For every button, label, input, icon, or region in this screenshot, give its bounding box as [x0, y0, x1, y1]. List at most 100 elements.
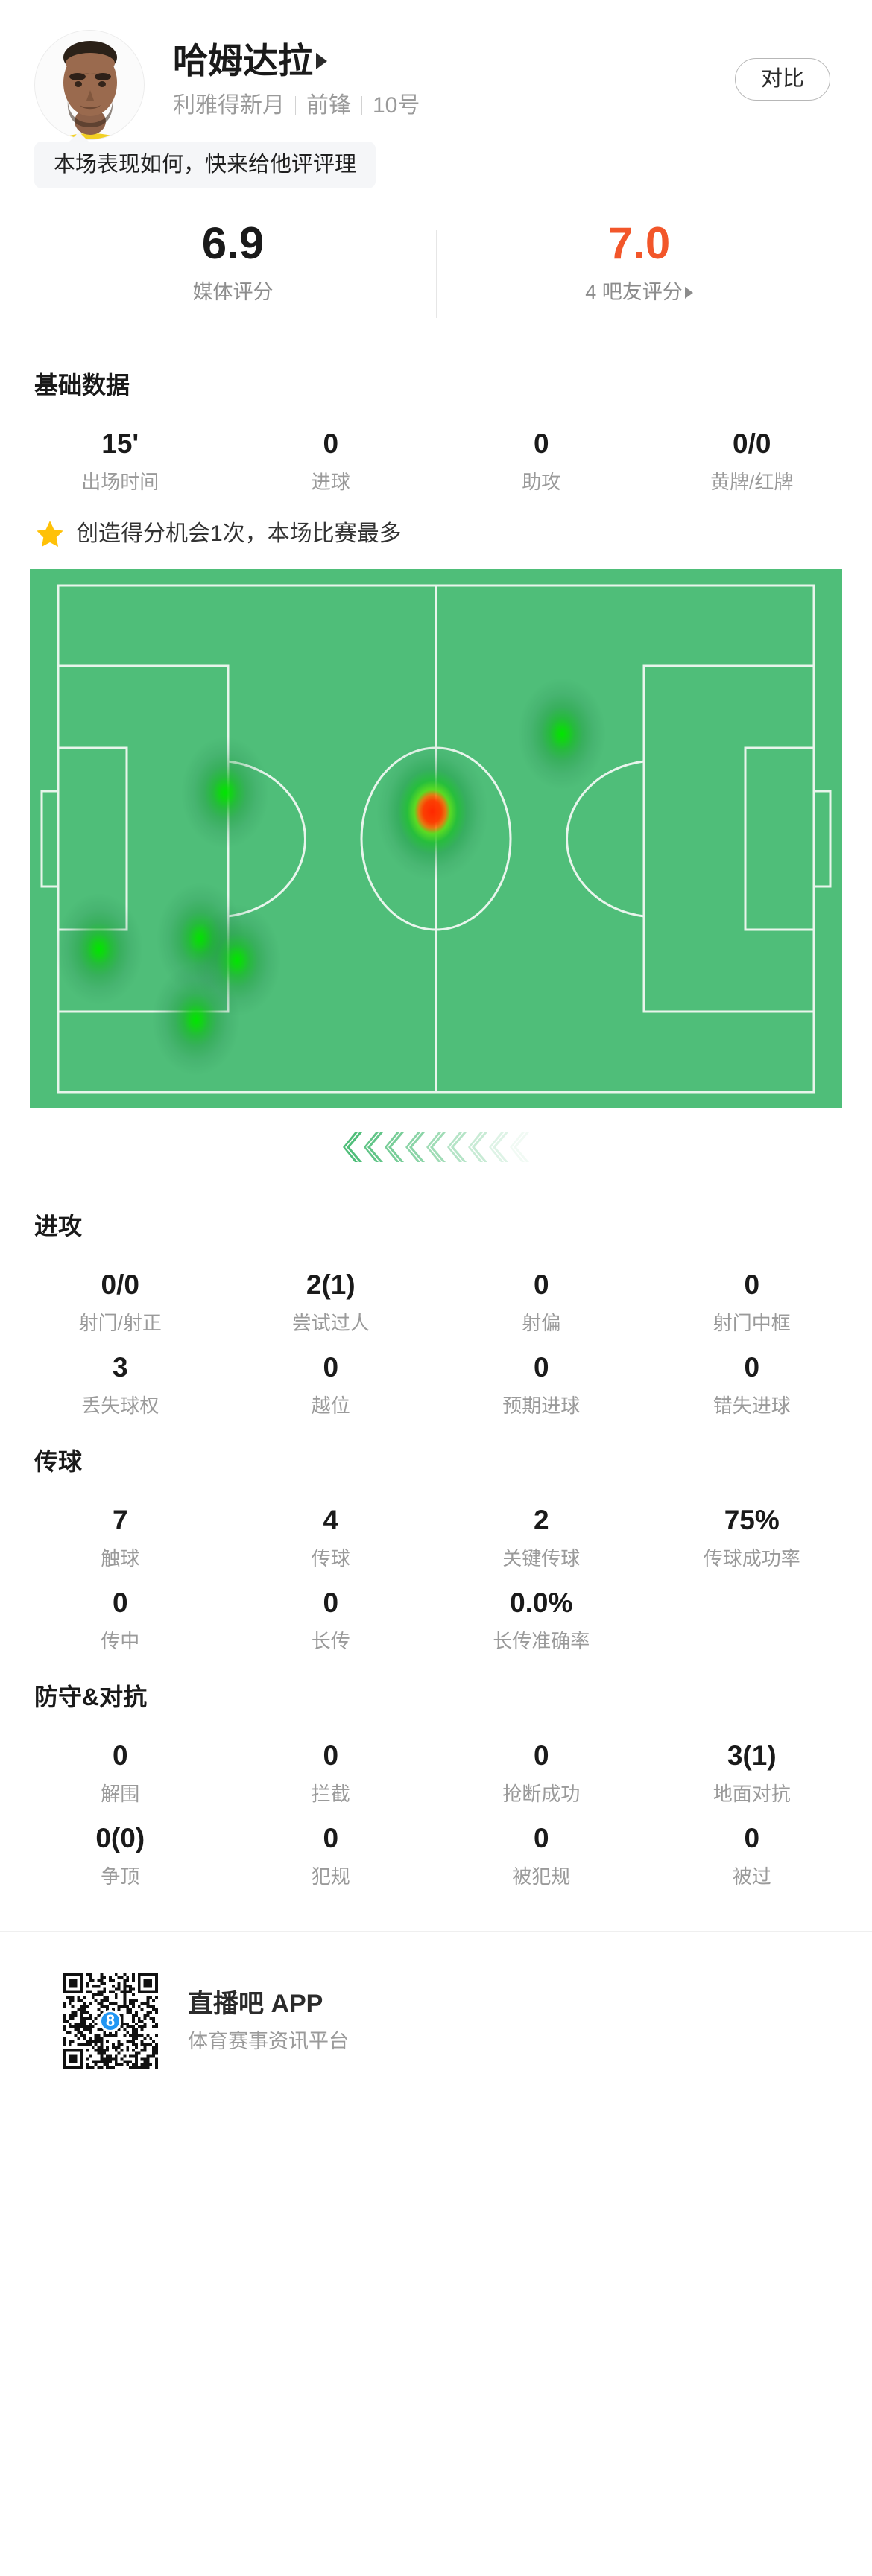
highlight-text: 创造得分机会1次，本场比赛最多 — [76, 521, 402, 546]
chevron-left-icon — [343, 1132, 362, 1162]
qr-badge: 8 — [99, 2010, 121, 2032]
stat-cell: 0 拦截 — [226, 1725, 437, 1808]
stat-label: 长传准确率 — [493, 1630, 590, 1652]
stat-value: 0(0) — [95, 1823, 145, 1853]
stat-label: 射偏 — [522, 1312, 561, 1334]
chevron-left-icon — [364, 1132, 383, 1162]
stat-cell: 0 犯规 — [226, 1808, 437, 1891]
stat-label: 进球 — [311, 471, 350, 493]
stat-value: 0 — [323, 1587, 339, 1618]
stat-cell — [647, 1573, 858, 1655]
stat-value: 0 — [533, 1352, 549, 1383]
stat-label: 射门/射正 — [78, 1312, 162, 1334]
player-identity: 哈姆达拉 利雅得新月 前锋 10号 — [173, 25, 420, 117]
chevron-left-icon — [426, 1132, 446, 1162]
stat-value: 0/0 — [101, 1269, 139, 1300]
stat-label: 拦截 — [311, 1783, 350, 1805]
stat-value: 0 — [744, 1823, 760, 1853]
stat-label: 越位 — [311, 1395, 350, 1417]
section-title-defense: 防守&对抗 — [34, 1684, 148, 1710]
stat-cell: 0 助攻 — [436, 413, 647, 496]
stat-cell: 0/0 黄牌/红牌 — [647, 413, 858, 496]
media-rating-label: 媒体评分 — [30, 282, 436, 302]
defense-stats-grid: 0 解围 0 拦截 0 抢断成功 3(1) 地面对抗 0(0) 争顶 0 犯规 0 被犯规 0 被过 — [0, 1725, 872, 1891]
stat-label: 长传 — [311, 1630, 350, 1652]
attack-stats-grid: 0/0 射门/射正 2(1) 尝试过人 0 射偏 0 射门中框 3 丢失球权 0 越位 0 预期进球 0 错失… — [0, 1254, 872, 1420]
stat-cell: 0.0% 长传准确率 — [436, 1573, 647, 1655]
star-icon — [37, 521, 63, 547]
stat-label: 出场时间 — [81, 471, 159, 493]
chevron-left-icon — [510, 1132, 529, 1162]
stat-label: 关键传球 — [502, 1547, 581, 1570]
app-name: 直播吧 APP — [188, 1989, 323, 2018]
stat-cell: 0(0) 争顶 — [15, 1808, 226, 1891]
team-name: 利雅得新月 — [173, 93, 285, 118]
stat-value: 0 — [533, 428, 549, 459]
chevron-left-icon — [489, 1132, 508, 1162]
ratings-divider — [436, 230, 437, 318]
app-promo-footer: 8 直播吧 APP 体育赛事资讯平台 — [0, 1932, 872, 2113]
attack-direction-indicator — [0, 1108, 872, 1184]
stat-cell: 0 射门中框 — [647, 1254, 858, 1337]
rating-prompt-wrap: 本场表现如何，快来给他评评理 — [0, 132, 872, 188]
pitch-lines — [40, 584, 832, 1094]
footer-divider — [0, 1931, 872, 1932]
qr-code-icon[interactable]: 8 — [63, 1973, 158, 2069]
chevron-left-icon — [405, 1132, 425, 1162]
stat-label: 助攻 — [522, 471, 561, 493]
player-meta: 利雅得新月 前锋 10号 — [173, 95, 420, 117]
avatar[interactable] — [34, 30, 145, 140]
stat-label: 黄牌/红牌 — [710, 471, 794, 493]
stat-cell: 0 越位 — [226, 1337, 437, 1420]
stat-value: 2 — [533, 1505, 549, 1535]
stat-value: 75% — [724, 1505, 780, 1535]
stat-value: 0 — [323, 1740, 339, 1771]
stat-value: 0 — [744, 1352, 760, 1383]
stat-value: 0 — [323, 428, 339, 459]
app-tagline: 体育赛事资讯平台 — [188, 2029, 349, 2052]
highlight-row: 创造得分机会1次，本场比赛最多 — [0, 496, 872, 569]
triangle-right-icon — [316, 52, 327, 69]
stat-label: 预期进球 — [502, 1395, 581, 1417]
stat-value: 3(1) — [727, 1740, 777, 1771]
fan-rating-value: 7.0 — [607, 218, 671, 268]
stat-value: 0 — [112, 1587, 128, 1618]
stat-value: 3 — [112, 1352, 128, 1383]
stat-cell: 0 抢断成功 — [436, 1725, 647, 1808]
stat-cell: 0 长传 — [226, 1573, 437, 1655]
fan-rating-label[interactable]: 4 吧友评分 — [436, 282, 842, 302]
stat-label: 抢断成功 — [502, 1783, 581, 1805]
stat-cell: 3 丢失球权 — [15, 1337, 226, 1420]
stat-value: 0 — [323, 1352, 339, 1383]
stat-cell: 0 预期进球 — [436, 1337, 647, 1420]
stat-label: 错失进球 — [713, 1395, 791, 1417]
stat-cell: 0 被过 — [647, 1808, 858, 1891]
stat-label: 尝试过人 — [291, 1312, 370, 1334]
rating-prompt[interactable]: 本场表现如何，快来给他评评理 — [34, 132, 376, 188]
stat-value: 2(1) — [306, 1269, 356, 1300]
fan-rating[interactable]: 7.0 4 吧友评分 — [436, 221, 842, 302]
stat-value: 4 — [323, 1505, 339, 1535]
section-title-basic: 基础数据 — [34, 372, 130, 399]
stat-label: 地面对抗 — [713, 1783, 791, 1805]
chevron-left-icon — [385, 1132, 404, 1162]
stat-cell: 0/0 射门/射正 — [15, 1254, 226, 1337]
compare-button[interactable]: 对比 — [734, 58, 830, 101]
heatmap-pitch[interactable] — [30, 569, 842, 1108]
chevron-left-icon — [468, 1132, 487, 1162]
stat-cell: 4 传球 — [226, 1490, 437, 1573]
basic-stats-grid: 15' 出场时间 0 进球 0 助攻 0/0 黄牌/红牌 — [0, 413, 872, 496]
page-title: 哈姆达拉 — [173, 41, 313, 80]
player-position: 前锋 — [306, 93, 351, 118]
section-title-attack: 进攻 — [34, 1213, 83, 1240]
media-rating-value: 6.9 — [201, 218, 265, 268]
stat-label: 传中 — [101, 1630, 140, 1652]
heatmap-wrap — [0, 569, 872, 1108]
stat-value: 0 — [533, 1269, 549, 1300]
shirt-number: 10号 — [373, 93, 420, 118]
player-portrait-icon — [35, 31, 144, 139]
stat-cell: 3(1) 地面对抗 — [647, 1725, 858, 1808]
player-name-row[interactable]: 哈姆达拉 — [173, 43, 420, 78]
stat-cell: 0 射偏 — [436, 1254, 647, 1337]
stat-label: 犯规 — [311, 1865, 350, 1888]
